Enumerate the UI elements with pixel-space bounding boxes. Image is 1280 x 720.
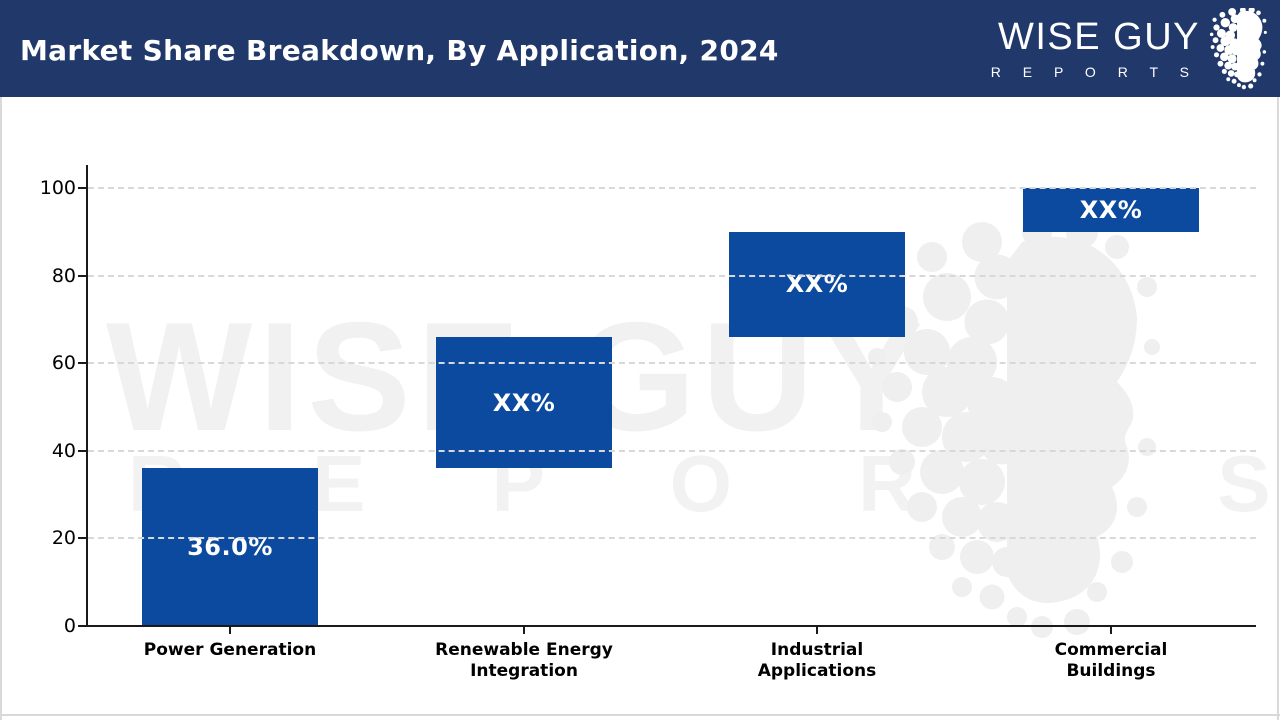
page-title: Market Share Breakdown, By Application, … (20, 34, 779, 67)
dotted-head-icon (1209, 8, 1267, 90)
y-tick-label-60: 60 (51, 352, 76, 375)
x-tick-mark-4 (1110, 627, 1112, 634)
gridline-80 (88, 274, 1256, 277)
y-tick-label-80: 80 (51, 264, 76, 287)
x-axis-line (86, 625, 1256, 627)
category-label-3: Industrial Applications (757, 640, 877, 682)
logo-wordmark: WISE GUY (997, 16, 1200, 58)
y-tick-label-100: 100 (39, 177, 76, 199)
y-tick-mark-0 (78, 625, 86, 627)
category-label-1: Power Generation (143, 640, 317, 660)
y-axis-line (86, 165, 88, 627)
gridline-40 (88, 449, 1256, 452)
x-tick-mark-2 (523, 627, 525, 634)
y-tick-label-40: 40 (51, 439, 76, 462)
y-tick-mark-20 (78, 537, 86, 540)
x-tick-mark-1 (229, 627, 231, 634)
page-border-left (0, 97, 2, 720)
bar-value-label: XX% (1079, 195, 1143, 224)
x-tick-mark-3 (816, 627, 818, 634)
page-border-bottom (0, 714, 1280, 716)
y-tick-mark-80 (78, 274, 86, 277)
y-tick-mark-60 (78, 362, 86, 365)
y-tick-mark-100 (78, 187, 86, 189)
bar-value-label: XX% (492, 388, 556, 417)
bar-commercial-buildings: XX% (1023, 188, 1199, 232)
category-label-4: Commercial Buildings (1054, 640, 1168, 682)
gridline-20 (88, 537, 1256, 540)
y-tick-mark-40 (78, 449, 86, 452)
y-tick-label-0: 0 (63, 615, 76, 637)
y-tick-label-20: 20 (51, 527, 76, 550)
bar-power-generation: 36.0% (142, 468, 318, 626)
gridline-100 (88, 187, 1256, 189)
header-bar: Market Share Breakdown, By Application, … (0, 0, 1280, 97)
category-label-2: Renewable Energy Integration (435, 640, 613, 682)
logo-subtext: R E P O R T S (990, 64, 1198, 80)
page-border-right (1277, 97, 1279, 720)
gridline-60 (88, 362, 1256, 365)
brand-logo: WISE GUY R E P O R T S (991, 6, 1268, 92)
bar-renewable-energy-integration: XX% (436, 336, 612, 469)
